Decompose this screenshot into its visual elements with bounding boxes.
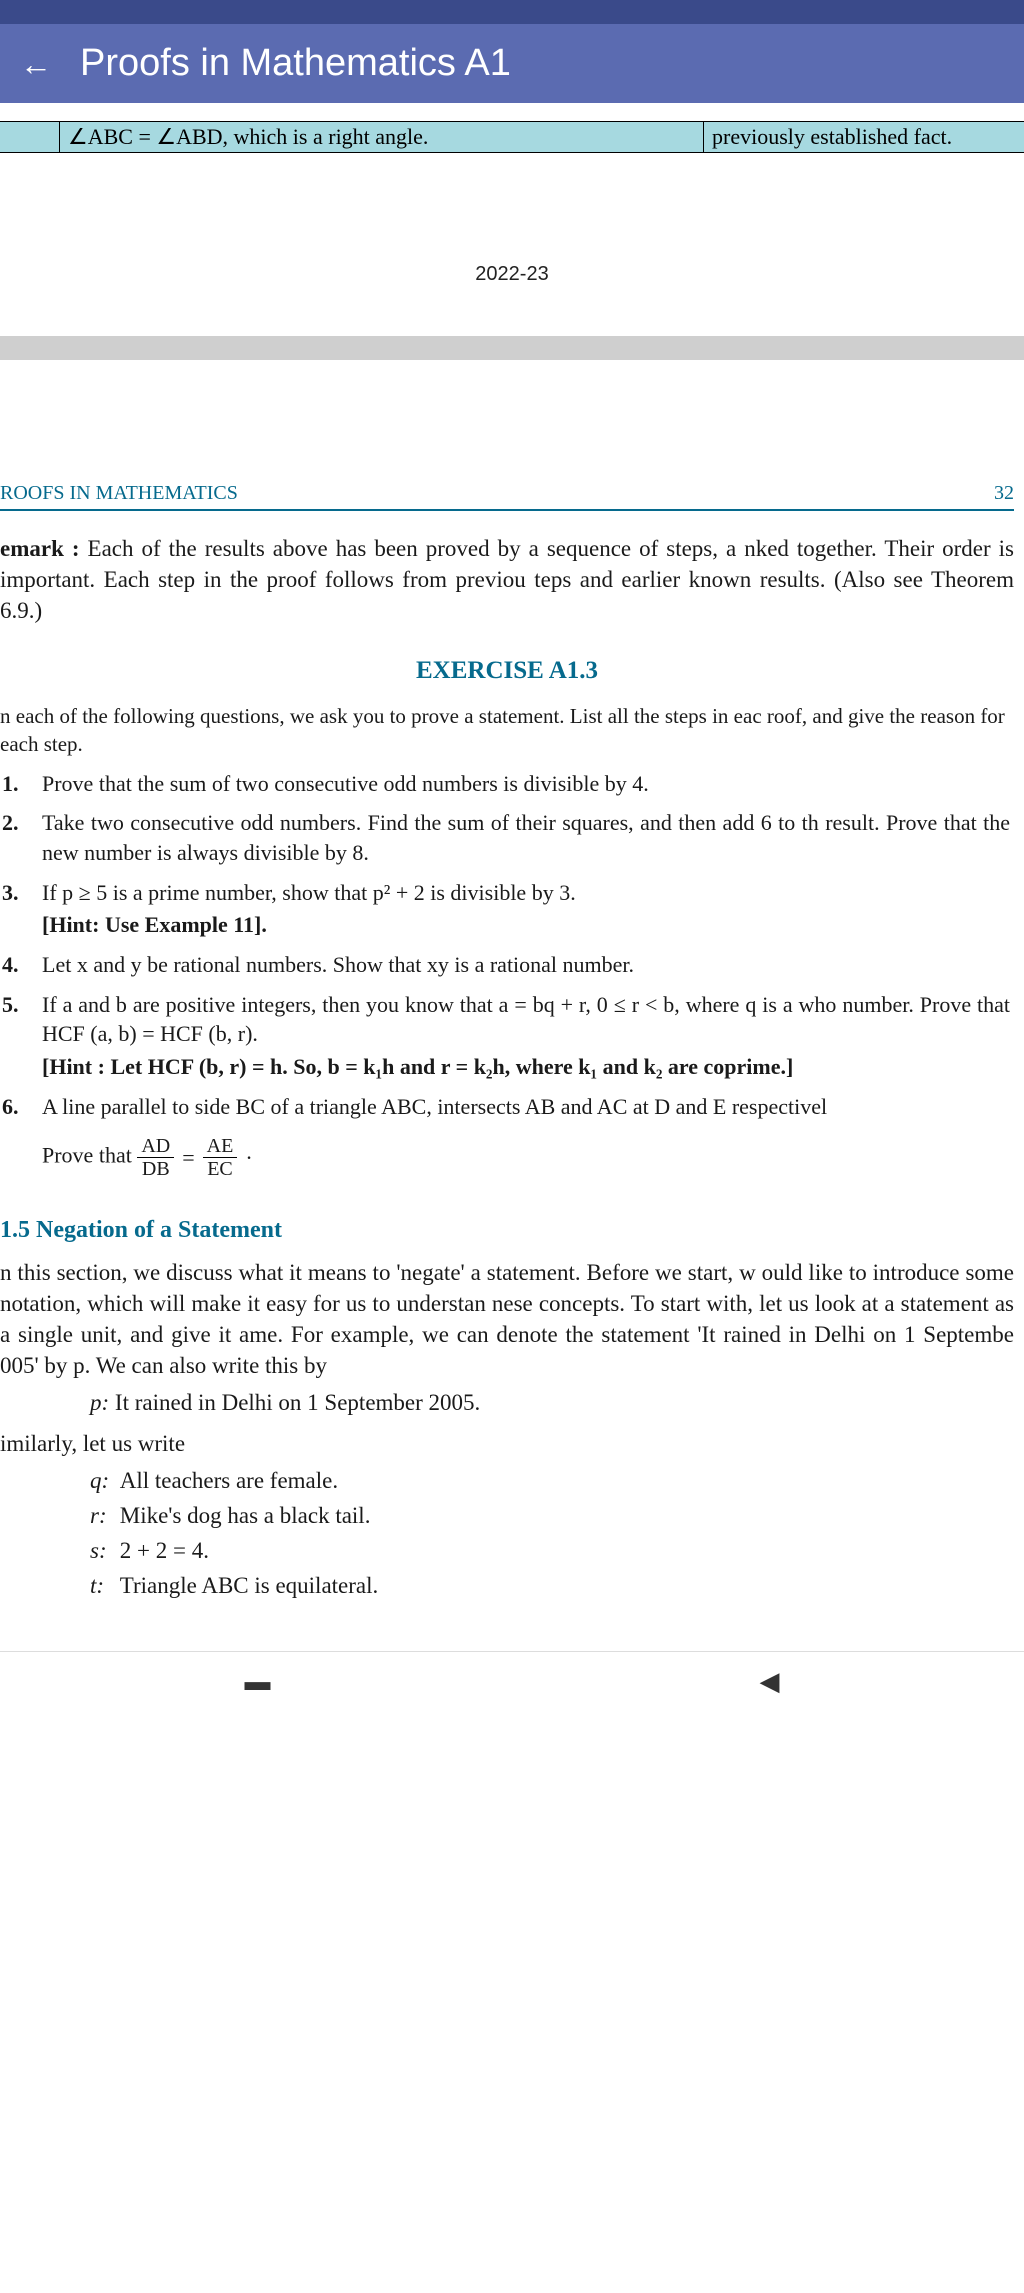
question-4: 4.Let x and y be rational numbers. Show …: [42, 950, 1014, 980]
back-nav-icon[interactable]: ◀: [760, 1667, 780, 1697]
question-2-text: Take two consecutive odd numbers. Find t…: [42, 810, 1010, 865]
remark-paragraph: emark : Each of the results above has be…: [0, 533, 1014, 626]
fraction-ad-db: AD DB: [137, 1135, 174, 1180]
table-cell-statement: ∠ABC = ∠ABD, which is a right angle.: [60, 122, 704, 152]
subsection-heading: 1.5 Negation of a Statement: [0, 1214, 1014, 1246]
question-5-hint: [Hint : Let HCF (b, r) = h. So, b = k₁h …: [42, 1052, 1010, 1082]
status-bar: [0, 0, 1024, 24]
exercise-heading: EXERCISE A1.3: [0, 654, 1014, 688]
table-cell-empty: [0, 122, 60, 152]
statement-q: q: All teachers are female.: [90, 1465, 1014, 1496]
question-2: 2.Take two consecutive odd numbers. Find…: [42, 808, 1014, 867]
question-6: 6.A line parallel to side BC of a triang…: [42, 1092, 1014, 1187]
statement-t: t: Triangle ABC is equilateral.: [90, 1570, 1014, 1601]
negation-paragraph: n this section, we discuss what it means…: [0, 1257, 1014, 1381]
question-5: 5.If a and b are positive integers, then…: [42, 990, 1014, 1082]
r-label: r:: [90, 1500, 114, 1531]
statement-list: q: All teachers are female. r: Mike's do…: [0, 1465, 1014, 1601]
year-label: 2022-23: [0, 153, 1024, 336]
question-1-text: Prove that the sum of two consecutive od…: [42, 771, 649, 796]
system-nav-bar: ▬ ◀: [0, 1651, 1024, 1711]
s-text: 2 + 2 = 4.: [120, 1538, 209, 1563]
r-text: Mike's dog has a black tail.: [120, 1503, 371, 1528]
prove-label: Prove that: [42, 1143, 132, 1168]
page-number: 32: [994, 480, 1014, 507]
spacer: [0, 103, 1024, 121]
recent-apps-icon[interactable]: ▬: [245, 1667, 271, 1697]
fraction-ae-ec: AE EC: [203, 1135, 238, 1180]
table-cell-reason: previously established fact.: [704, 122, 1024, 152]
page-divider: [0, 336, 1024, 360]
fraction-equation: AD DB = AE EC ·: [137, 1135, 252, 1180]
document-content: ROOFS IN MATHEMATICS 32 emark : Each of …: [0, 480, 1024, 1601]
remark-text: Each of the results above has been prove…: [0, 536, 1014, 623]
q-text: All teachers are female.: [120, 1468, 338, 1493]
question-3-hint: [Hint: Use Example 11].: [42, 910, 1010, 940]
similarly-text: imilarly, let us write: [0, 1428, 1014, 1459]
t-text: Triangle ABC is equilateral.: [120, 1573, 379, 1598]
question-3-text: If p ≥ 5 is a prime number, show that p²…: [42, 880, 576, 905]
question-list: 1.Prove that the sum of two consecutive …: [0, 769, 1014, 1187]
frac-top: AD: [137, 1135, 174, 1158]
question-6-text: A line parallel to side BC of a triangle…: [42, 1094, 827, 1119]
p-text: It rained in Delhi on 1 September 2005.: [109, 1390, 480, 1415]
q-label: q:: [90, 1465, 114, 1496]
running-header: ROOFS IN MATHEMATICS 32: [0, 480, 1014, 511]
exercise-intro: n each of the following questions, we as…: [0, 702, 1014, 759]
frac-bot: DB: [138, 1158, 174, 1180]
frac-bot: EC: [203, 1158, 237, 1180]
frac-top: AE: [203, 1135, 238, 1158]
app-header: ← Proofs in Mathematics A1: [0, 24, 1024, 103]
equals-sign: =: [182, 1143, 194, 1173]
remark-label: emark :: [0, 536, 80, 561]
period: ·: [245, 1143, 252, 1173]
question-6-prove: Prove that AD DB = AE EC ·: [42, 1129, 1010, 1186]
hint-3-text: [Hint: Use Example 11].: [42, 912, 267, 937]
statement-s: s: 2 + 2 = 4.: [90, 1535, 1014, 1566]
question-1: 1.Prove that the sum of two consecutive …: [42, 769, 1014, 799]
question-4-text: Let x and y be rational numbers. Show th…: [42, 952, 634, 977]
question-3: 3.If p ≥ 5 is a prime number, show that …: [42, 878, 1014, 940]
statement-r: r: Mike's dog has a black tail.: [90, 1500, 1014, 1531]
back-icon[interactable]: ←: [20, 48, 52, 80]
statement-p: p: It rained in Delhi on 1 September 200…: [0, 1387, 1014, 1418]
hint-5-text: [Hint : Let HCF (b, r) = h. So, b = k₁h …: [42, 1054, 793, 1079]
page-title: Proofs in Mathematics A1: [80, 42, 511, 85]
s-label: s:: [90, 1535, 114, 1566]
proof-table-row: ∠ABC = ∠ABD, which is a right angle. pre…: [0, 121, 1024, 153]
chapter-name: ROOFS IN MATHEMATICS: [0, 480, 238, 507]
t-label: t:: [90, 1570, 114, 1601]
p-label: p:: [90, 1390, 109, 1415]
question-5-text: If a and b are positive integers, then y…: [42, 992, 1010, 1047]
